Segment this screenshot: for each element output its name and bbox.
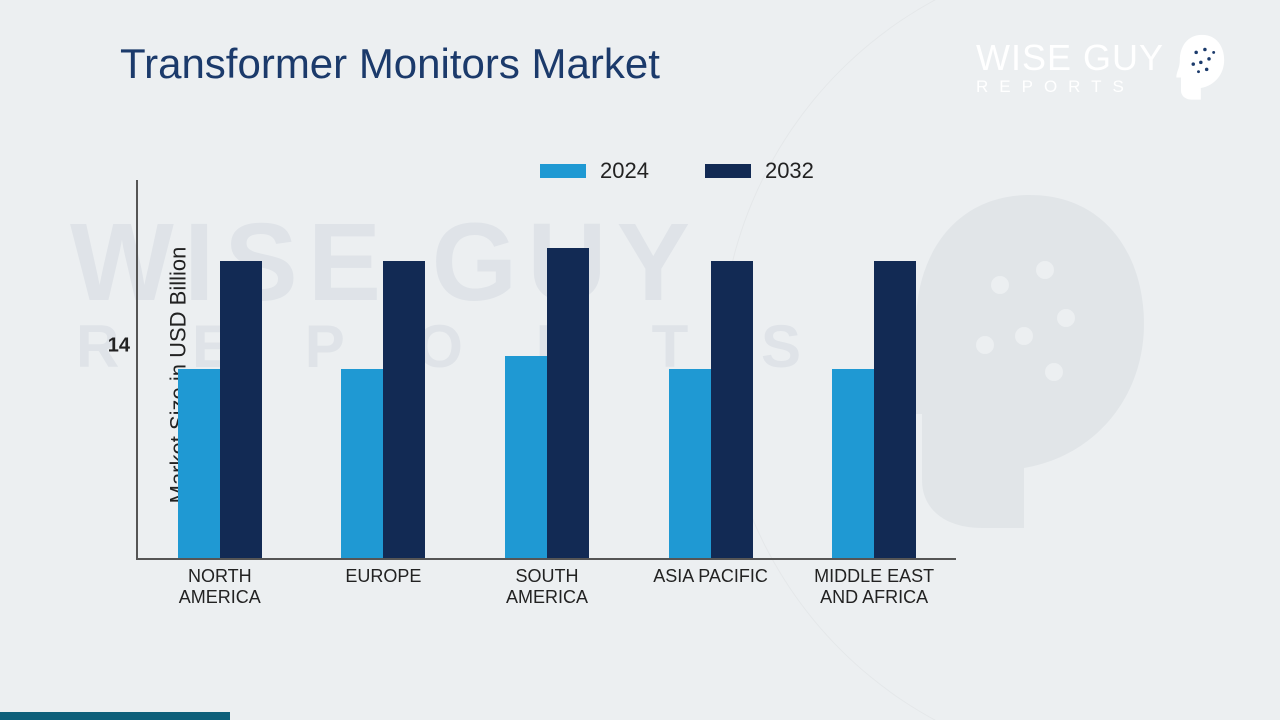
bar-group: EUROPE [302, 180, 466, 558]
x-category-label: EUROPE [313, 566, 453, 587]
bar-2032 [220, 261, 262, 558]
bar-group: MIDDLE EAST AND AFRICA [792, 180, 956, 558]
chart-title: Transformer Monitors Market [120, 40, 660, 88]
bar-2024 [669, 369, 711, 558]
brand-logo-line2: REPORTS [976, 78, 1164, 95]
bar-group: SOUTH AMERICA [465, 180, 629, 558]
x-category-label: NORTH AMERICA [150, 566, 290, 607]
brand-logo-line1: WISE GUY [976, 40, 1164, 76]
plot-area: 14 NORTH AMERICAEUROPESOUTH AMERICAASIA … [136, 180, 956, 560]
bar-2024 [178, 369, 220, 558]
brand-logo-text: WISE GUY REPORTS [976, 40, 1164, 95]
bar-2032 [547, 248, 589, 559]
footer-accent-bar [0, 712, 230, 720]
bar-groups: NORTH AMERICAEUROPESOUTH AMERICAASIA PAC… [138, 180, 956, 558]
bar-2032 [383, 261, 425, 558]
bar-2024 [832, 369, 874, 558]
bar-group: ASIA PACIFIC [629, 180, 793, 558]
x-category-label: MIDDLE EAST AND AFRICA [804, 566, 944, 607]
brand-logo: WISE GUY REPORTS [976, 22, 1256, 112]
bar-2032 [874, 261, 916, 558]
bar-2024 [341, 369, 383, 558]
chart-area: Market Size in USD Billion 14 NORTH AMER… [100, 170, 960, 580]
bar-group: NORTH AMERICA [138, 180, 302, 558]
brand-head-icon [1172, 32, 1232, 102]
bar-2032 [711, 261, 753, 558]
x-category-label: ASIA PACIFIC [641, 566, 781, 587]
y-tick-label: 14 [108, 335, 130, 358]
bar-2024 [505, 356, 547, 559]
x-category-label: SOUTH AMERICA [477, 566, 617, 607]
